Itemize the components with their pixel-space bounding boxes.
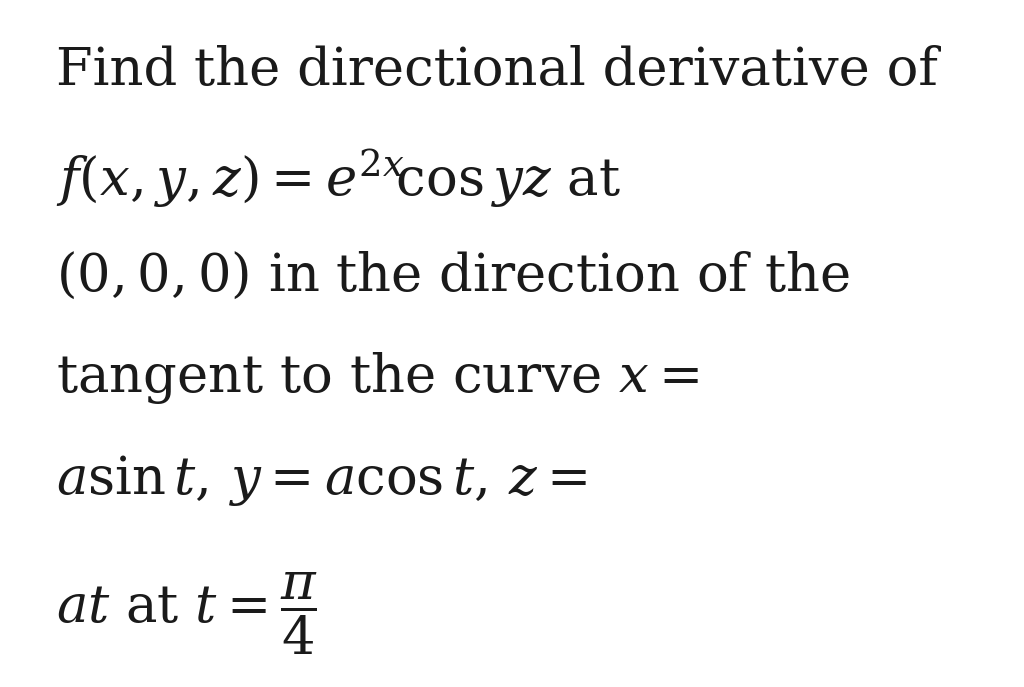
- Text: tangent to the curve $x =$: tangent to the curve $x =$: [56, 350, 699, 407]
- Text: $a\sin t,\, y = a\cos t,\, z =$: $a\sin t,\, y = a\cos t,\, z =$: [56, 453, 587, 508]
- Text: $at$ at $t = \dfrac{\pi}{4}$: $at$ at $t = \dfrac{\pi}{4}$: [56, 570, 318, 657]
- Text: $f(x, y, z) = e^{2x}\!\cos yz$ at: $f(x, y, z) = e^{2x}\!\cos yz$ at: [56, 148, 622, 210]
- Text: Find the directional derivative of: Find the directional derivative of: [56, 45, 938, 95]
- Text: $(0, 0, 0)$ in the direction of the: $(0, 0, 0)$ in the direction of the: [56, 251, 850, 302]
